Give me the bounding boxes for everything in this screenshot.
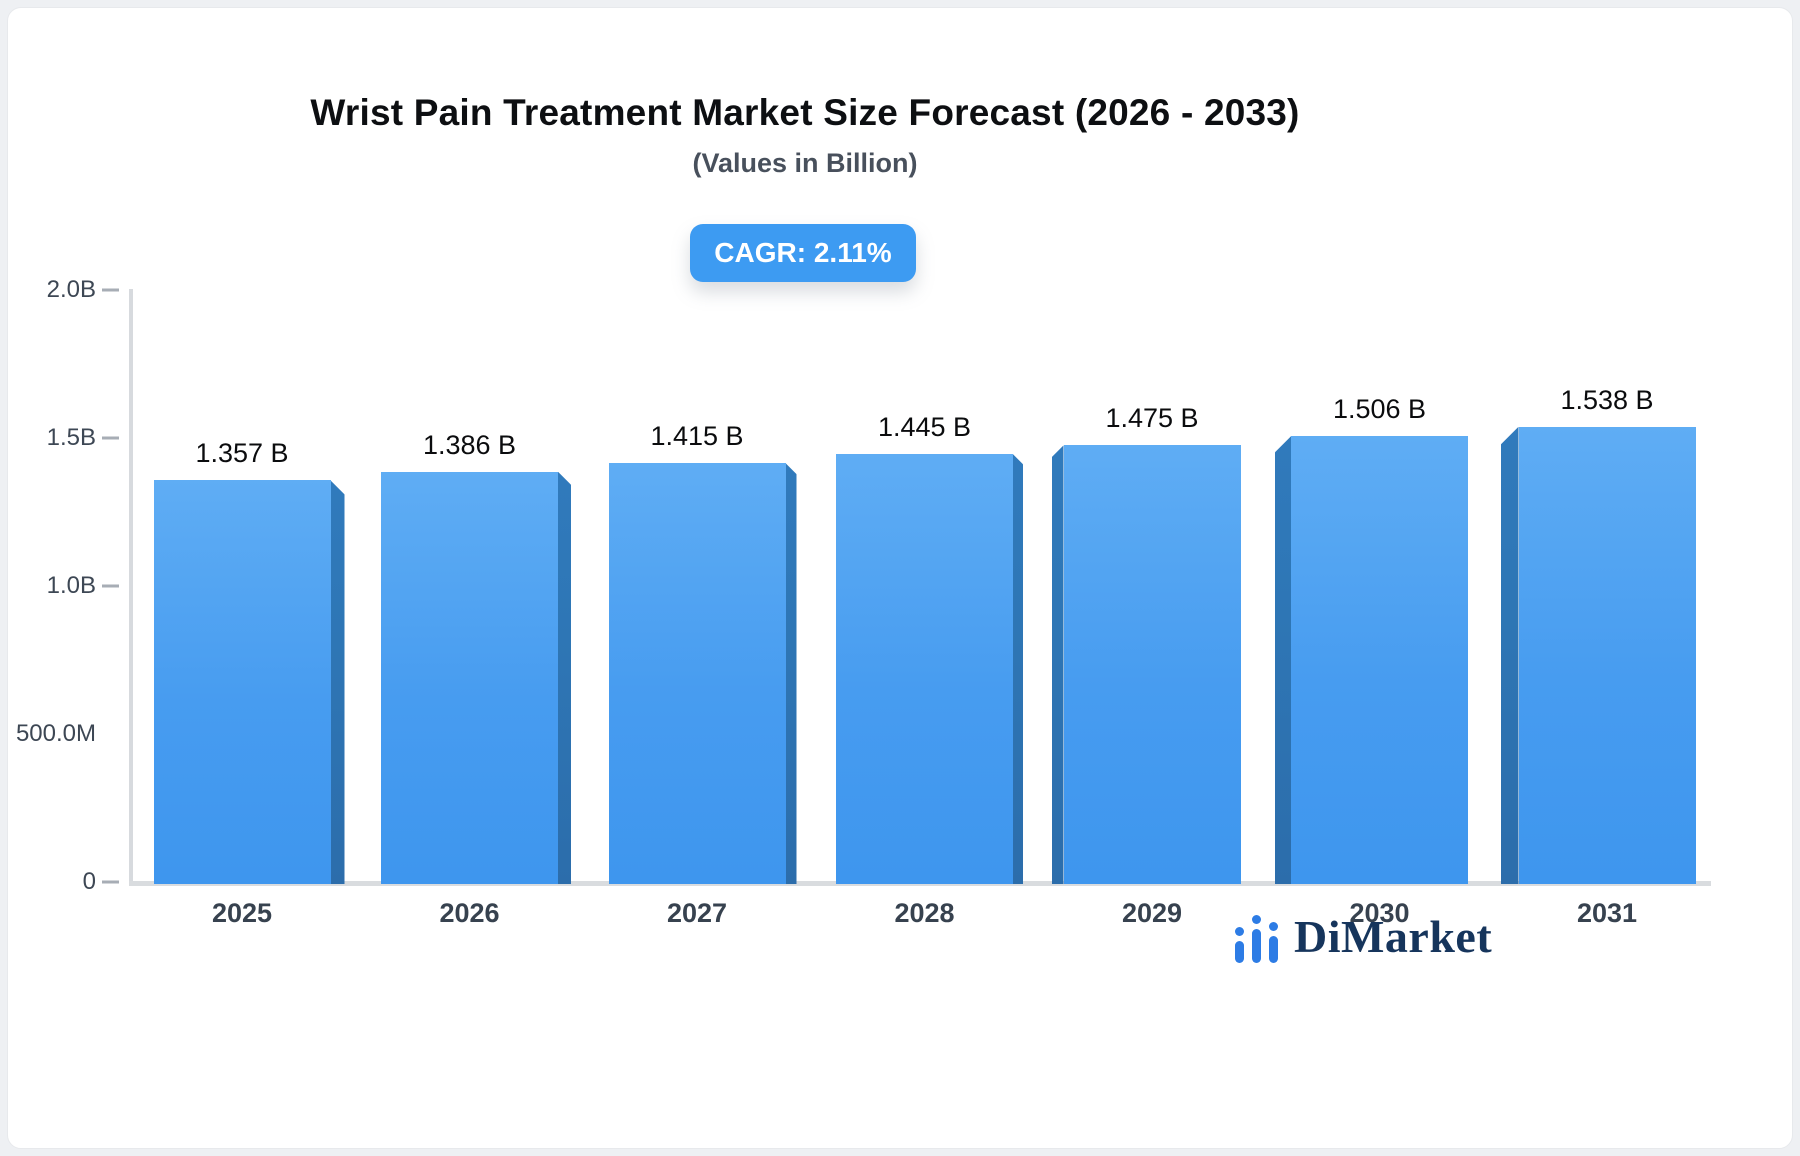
- bar-side-face-2027: [785, 463, 797, 884]
- y-axis-tick-label: 1.0B: [46, 572, 96, 599]
- y-axis-tick-mark: [102, 880, 119, 884]
- y-axis-tick-mark: [102, 288, 119, 292]
- bar-value-label-2026: 1.386 B: [422, 429, 517, 460]
- dimarket-logo: DiMarket: [1232, 901, 1492, 965]
- bar-side-face-2030: [1275, 436, 1291, 884]
- bar-value-label-2025: 1.357 B: [195, 438, 289, 469]
- bar-2028[interactable]: [836, 454, 1013, 884]
- logo-text: DiMarket: [1294, 911, 1493, 962]
- y-axis-tick-label: 2.0B: [46, 276, 96, 303]
- y-axis-tick-label: 0: [82, 868, 96, 895]
- chart-subtitle: (Values in Billion): [692, 148, 918, 178]
- bar-value-label-2031: 1.538 B: [1560, 384, 1654, 415]
- y-axis-line: [129, 289, 133, 885]
- x-axis-label-2028: 2028: [894, 898, 955, 928]
- bar-2029[interactable]: [1063, 445, 1241, 884]
- bar-value-label-2029: 1.475 B: [1105, 403, 1199, 434]
- bar-2027[interactable]: [608, 463, 786, 884]
- chart-title: Wrist Pain Treatment Market Size Forecas…: [310, 92, 1300, 133]
- bar-side-face-2029: [1051, 445, 1064, 884]
- x-axis-label-2027: 2027: [666, 898, 728, 928]
- bar-2025[interactable]: [153, 480, 331, 884]
- bar-value-label-2030: 1.506 B: [1332, 394, 1427, 425]
- x-axis-label-2025: 2025: [211, 898, 273, 928]
- y-axis-tick-mark: [102, 584, 119, 588]
- bar-2030[interactable]: [1291, 436, 1468, 884]
- cagr-badge: CAGR: 2.11%: [690, 224, 916, 282]
- bar-value-label-2028: 1.445 B: [877, 412, 972, 443]
- y-axis-tick-label: 1.5B: [46, 424, 96, 451]
- x-axis-label-2031: 2031: [1576, 898, 1638, 928]
- x-axis-label-2026: 2026: [439, 898, 500, 928]
- y-axis-tick-label: 500.0M: [15, 720, 96, 747]
- y-axis-tick-mark: [102, 436, 119, 440]
- bar-side-face-2025: [330, 480, 345, 884]
- bar-value-label-2027: 1.415 B: [650, 421, 744, 452]
- bar-side-face-2028: [1013, 454, 1023, 884]
- x-axis-label-2029: 2029: [1121, 898, 1183, 928]
- x-axis-label-2030: 2030: [1349, 898, 1410, 928]
- bar-2031[interactable]: [1518, 426, 1696, 884]
- bar-chart-dots-icon: [1232, 909, 1284, 965]
- bar-2026[interactable]: [381, 471, 558, 884]
- bar-side-face-2026: [558, 471, 571, 884]
- cagr-badge-label: CAGR: 2.11%: [714, 237, 892, 268]
- bar-side-face-2031: [1500, 426, 1519, 884]
